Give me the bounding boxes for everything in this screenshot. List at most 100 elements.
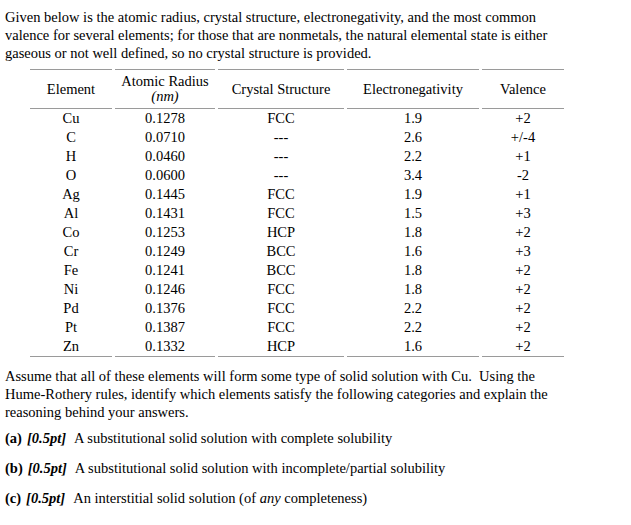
cell-element: Cu xyxy=(30,109,112,128)
cell-electronegativity: 2.2 xyxy=(347,147,479,166)
cell-element: C xyxy=(30,128,112,147)
cell-atomic-radius: 0.1246 xyxy=(115,280,215,299)
cell-valence: +3 xyxy=(482,204,564,223)
cell-atomic-radius: 0.1278 xyxy=(115,109,215,128)
question-points: [0.5pt] xyxy=(27,430,66,446)
document-page: Given below is the atomic radius, crysta… xyxy=(0,0,631,507)
cell-atomic-radius: 0.1249 xyxy=(115,242,215,261)
table-body: Cu 0.1278 FCC 1.9 +2 C 0.0710 --- 2.6 +/… xyxy=(30,109,564,357)
cell-valence: +3 xyxy=(482,242,564,261)
question-text-suffix: completeness) xyxy=(281,490,368,506)
table-row: Co 0.1253 HCP 1.8 +2 xyxy=(30,223,564,242)
question-text: A substitutional solid solution with inc… xyxy=(75,460,446,476)
column-header-crystal-structure: Crystal Structure xyxy=(218,69,344,109)
column-header-electronegativity: Electronegativity xyxy=(347,69,479,109)
cell-atomic-radius: 0.1387 xyxy=(115,318,215,337)
column-header-atomic-radius-title: Atomic Radius xyxy=(121,73,208,89)
cell-valence: +1 xyxy=(482,185,564,204)
cell-crystal-structure: HCP xyxy=(218,337,344,357)
elements-table: Element Atomic Radius(nm) Crystal Struct… xyxy=(27,69,567,357)
cell-element: Pt xyxy=(30,318,112,337)
table-row: Al 0.1431 FCC 1.5 +3 xyxy=(30,204,564,223)
question-list: (a) [0.5pt] A substitutional solid solutio… xyxy=(5,430,621,507)
cell-atomic-radius: 0.1376 xyxy=(115,299,215,318)
question-item: (c) [0.5pt] An interstitial solid solution… xyxy=(5,490,621,507)
cell-element: Pd xyxy=(30,299,112,318)
cell-atomic-radius: 0.1241 xyxy=(115,261,215,280)
cell-electronegativity: 1.8 xyxy=(347,280,479,299)
cell-atomic-radius: 0.1253 xyxy=(115,223,215,242)
cell-valence: +2 xyxy=(482,299,564,318)
cell-electronegativity: 1.9 xyxy=(347,109,479,128)
cell-crystal-structure: --- xyxy=(218,128,344,147)
question-item: (b) [0.5pt] A substitutional solid solutio… xyxy=(5,460,621,477)
cell-crystal-structure: FCC xyxy=(218,299,344,318)
cell-electronegativity: 1.5 xyxy=(347,204,479,223)
cell-electronegativity: 2.2 xyxy=(347,318,479,337)
cell-element: Al xyxy=(30,204,112,223)
column-header-atomic-radius-unit: (nm) xyxy=(151,88,178,104)
cell-element: Ni xyxy=(30,280,112,299)
cell-element: Fe xyxy=(30,261,112,280)
cell-element: Co xyxy=(30,223,112,242)
cell-crystal-structure: BCC xyxy=(218,261,344,280)
question-label: (a) xyxy=(5,430,22,446)
cell-crystal-structure: --- xyxy=(218,147,344,166)
cell-valence: +/-4 xyxy=(482,128,564,147)
question-text-italic: any xyxy=(260,490,281,506)
cell-electronegativity: 2.2 xyxy=(347,299,479,318)
cell-valence: +2 xyxy=(482,337,564,357)
cell-element: Ag xyxy=(30,185,112,204)
cell-electronegativity: 1.9 xyxy=(347,185,479,204)
cell-element: O xyxy=(30,166,112,185)
cell-electronegativity: 1.8 xyxy=(347,261,479,280)
cell-electronegativity: 1.6 xyxy=(347,242,479,261)
question-points: [0.5pt] xyxy=(26,490,65,506)
cell-crystal-structure: FCC xyxy=(218,204,344,223)
table-row: Cu 0.1278 FCC 1.9 +2 xyxy=(30,109,564,128)
cell-atomic-radius: 0.1445 xyxy=(115,185,215,204)
cell-crystal-structure: --- xyxy=(218,166,344,185)
table-header-row: Element Atomic Radius(nm) Crystal Struct… xyxy=(30,69,564,109)
table-row: Ag 0.1445 FCC 1.9 +1 xyxy=(30,185,564,204)
table-row: Cr 0.1249 BCC 1.6 +3 xyxy=(30,242,564,261)
table-row: Fe 0.1241 BCC 1.8 +2 xyxy=(30,261,564,280)
cell-atomic-radius: 0.0600 xyxy=(115,166,215,185)
table-row: H 0.0460 --- 2.2 +1 xyxy=(30,147,564,166)
cell-electronegativity: 3.4 xyxy=(347,166,479,185)
question-points: [0.5pt] xyxy=(28,460,67,476)
cell-atomic-radius: 0.1431 xyxy=(115,204,215,223)
cell-electronegativity: 2.6 xyxy=(347,128,479,147)
question-text: A substitutional solid solution with com… xyxy=(74,430,392,446)
table-row: Zn 0.1332 HCP 1.6 +2 xyxy=(30,337,564,357)
cell-valence: +2 xyxy=(482,223,564,242)
column-header-element: Element xyxy=(30,69,112,109)
cell-crystal-structure: FCC xyxy=(218,109,344,128)
cell-valence: +1 xyxy=(482,147,564,166)
cell-electronegativity: 1.8 xyxy=(347,223,479,242)
cell-crystal-structure: FCC xyxy=(218,318,344,337)
cell-valence: +2 xyxy=(482,261,564,280)
question-label: (c) xyxy=(5,490,21,506)
cell-atomic-radius: 0.0710 xyxy=(115,128,215,147)
cell-element: H xyxy=(30,147,112,166)
question-item: (a) [0.5pt] A substitutional solid solutio… xyxy=(5,430,621,447)
table-row: O 0.0600 --- 3.4 -2 xyxy=(30,166,564,185)
cell-element: Zn xyxy=(30,337,112,357)
column-header-atomic-radius: Atomic Radius(nm) xyxy=(115,69,215,109)
cell-valence: -2 xyxy=(482,166,564,185)
assume-paragraph: Assume that all of these elements will f… xyxy=(5,367,621,421)
intro-paragraph: Given below is the atomic radius, crysta… xyxy=(5,8,621,62)
cell-crystal-structure: HCP xyxy=(218,223,344,242)
cell-atomic-radius: 0.1332 xyxy=(115,337,215,357)
question-text: An interstitial solid solution (of xyxy=(73,490,259,506)
table-row: Pd 0.1376 FCC 2.2 +2 xyxy=(30,299,564,318)
cell-crystal-structure: BCC xyxy=(218,242,344,261)
cell-valence: +2 xyxy=(482,318,564,337)
cell-electronegativity: 1.6 xyxy=(347,337,479,357)
question-label: (b) xyxy=(5,460,23,476)
column-header-valence: Valence xyxy=(482,69,564,109)
table-row: Ni 0.1246 FCC 1.8 +2 xyxy=(30,280,564,299)
cell-crystal-structure: FCC xyxy=(218,185,344,204)
cell-valence: +2 xyxy=(482,280,564,299)
